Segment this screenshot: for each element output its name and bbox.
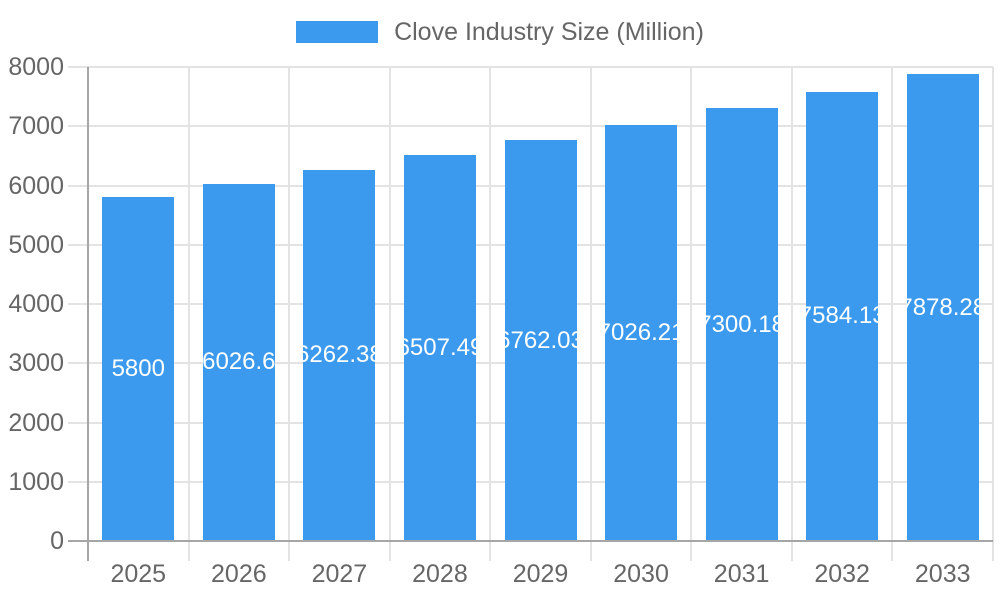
x-tick-mark [87,541,89,561]
y-tick-label: 5000 [8,230,64,259]
h-gridline [88,125,993,128]
y-tick-label: 3000 [8,349,64,378]
bar-value-label: 7878.28 [907,293,979,321]
y-tick-label: 6000 [8,171,64,200]
bar-value-label: 7584.13 [806,302,878,330]
x-tick-mark [790,541,793,561]
x-tick-mark [992,541,994,561]
x-tick-label-2033: 2033 [914,560,971,588]
bar-value-label: 6026.6 [202,348,275,376]
bar-value-label: 5800 [111,355,165,383]
bar-value-label: 6507.49 [404,334,476,362]
x-axis-line [88,540,993,542]
x-tick-mark [288,541,291,561]
bar-2033[interactable]: 7878.28 [906,74,979,541]
y-tick-label: 4000 [8,290,64,318]
x-tick-label-2027: 2027 [311,560,368,588]
x-tick-mark [489,541,492,561]
legend-swatch [296,21,379,43]
bar-2026[interactable]: 6026.6 [202,183,275,541]
x-tick-mark [388,541,391,561]
y-axis-line [87,67,89,541]
y-tick-mark [68,66,88,68]
y-tick-mark [68,480,88,483]
y-tick-label: 0 [50,527,64,555]
x-tick-label-2030: 2030 [613,560,669,588]
x-tick-label-2028: 2028 [412,560,468,588]
x-tick-label-2031: 2031 [713,560,770,588]
bar-2025[interactable]: 5800 [102,197,175,541]
bar-2028[interactable]: 6507.49 [403,155,476,541]
y-tick-mark [68,184,88,187]
bar-2029[interactable]: 6762.03 [504,140,577,541]
y-tick-label: 2000 [8,408,64,437]
legend[interactable]: Clove Industry Size (Million) [0,16,1000,48]
y-tick-mark [68,540,88,542]
y-tick-mark [68,362,88,365]
x-tick-mark [187,541,190,561]
y-tick-mark [68,125,88,128]
y-tick-label: 1000 [8,467,64,496]
y-tick-mark [68,303,88,305]
bar-2032[interactable]: 7584.13 [806,91,879,541]
legend-label: Clove Industry Size (Million) [394,17,704,46]
x-tick-label-2029: 2029 [512,560,569,588]
x-tick-mark [690,541,693,561]
y-tick-mark [68,421,88,424]
x-tick-label-2026: 2026 [211,560,267,588]
bar-value-label: 6762.03 [505,326,577,354]
bar-value-label: 7026.21 [605,318,677,346]
y-tick-mark [68,243,88,246]
x-tick-mark [891,541,894,561]
bar-value-label: 7300.18 [706,310,778,338]
v-gridline [992,67,994,541]
h-gridline [88,66,993,68]
x-tick-mark [589,541,592,561]
y-tick-label: 8000 [8,53,64,81]
bar-2030[interactable]: 7026.21 [605,124,678,541]
x-tick-label-2032: 2032 [814,560,870,588]
y-tick-label: 7000 [8,112,64,141]
x-tick-label-2025: 2025 [110,560,167,588]
bar-2031[interactable]: 7300.18 [705,108,778,541]
